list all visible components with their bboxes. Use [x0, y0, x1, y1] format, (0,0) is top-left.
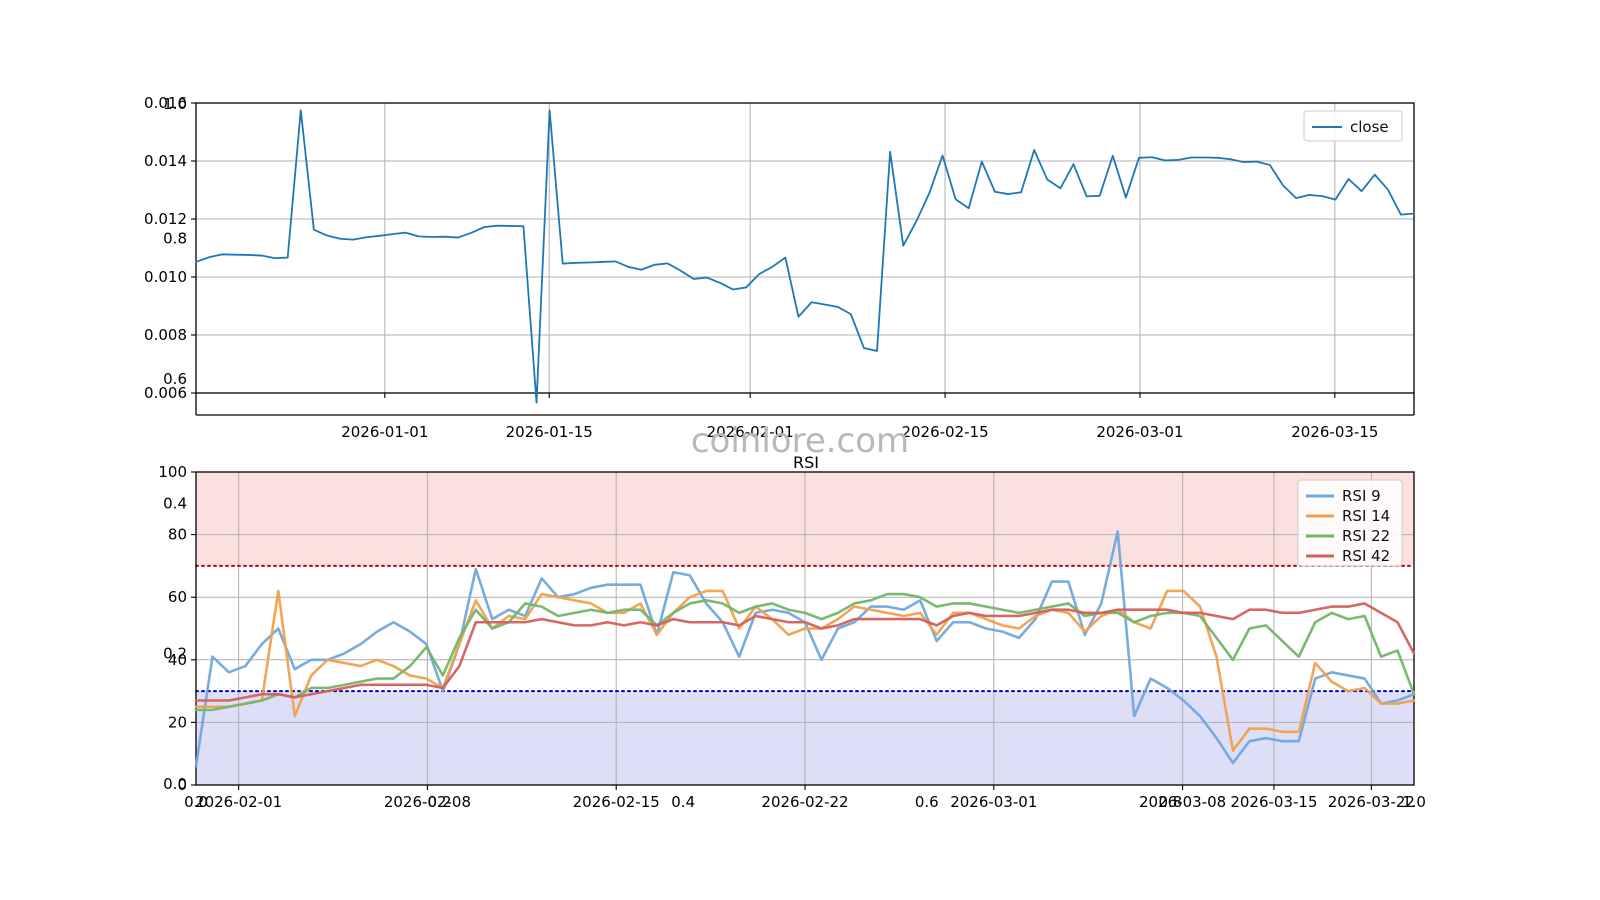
watermark-coinlore: coinlore.com: [691, 421, 909, 461]
rsi-secondary-ytick-label: 0.0: [163, 775, 187, 793]
rsi-xtick-label: 2026-03-08: [1139, 793, 1226, 811]
rsi-ytick-label: 60: [168, 588, 187, 606]
price-xtick-label: 2026-02-01: [707, 423, 794, 441]
rsi-xtick-label: 2026-02-15: [573, 793, 660, 811]
rsi-secondary-xtick-label: 0.0: [184, 793, 208, 811]
rsi-xtick-label: 2026-02-22: [761, 793, 848, 811]
rsi-ytick-label: 40: [168, 651, 187, 669]
price-ytick-label: 0.016: [144, 94, 187, 112]
price-legend-box: [1303, 110, 1403, 142]
rsi-legend-label[interactable]: RSI 14: [1342, 507, 1390, 525]
rsi-ytick-label: 0: [177, 776, 187, 794]
price-ytick-label: 0.012: [144, 210, 187, 228]
rsi-xtick-label: 2026-03-01: [950, 793, 1037, 811]
rsi-ytick-label: 80: [168, 526, 187, 544]
rsi-legend-label[interactable]: RSI 22: [1342, 527, 1390, 545]
rsi-secondary-xtick-label: 1.0: [1402, 793, 1426, 811]
rsi-legend-label[interactable]: RSI 9: [1342, 487, 1381, 505]
price-secondary-ytick-label: 0.6: [163, 370, 187, 388]
price-ytick-label: 0.010: [144, 268, 187, 286]
rsi-series-rsi-14: [194, 589, 1416, 752]
price-plot-frame: [195, 102, 1415, 394]
rsi-series-rsi-42: [194, 602, 1416, 702]
price-secondary-ytick-label: 0.8: [163, 230, 187, 248]
price-xtick-label: 2026-02-15: [901, 423, 988, 441]
price-legend-label[interactable]: close: [1350, 118, 1389, 136]
rsi-chart-axes: 0 20 40 60 80 100 0.0 0.2 0.4 2026-02-01 2026-02-0…: [158, 453, 1426, 811]
price-xtick-label: 2026-03-15: [1291, 423, 1378, 441]
price-secondary-ytick-label: 1.0: [163, 95, 187, 113]
rsi-secondary-xtick-label: 0.2: [428, 793, 452, 811]
rsi-secondary-xtick-label: 0.6: [915, 793, 939, 811]
price-xtick-label: 2026-01-01: [341, 423, 428, 441]
rsi-secondary-xtick-label: 0.8: [1158, 793, 1182, 811]
rsi-secondary-ytick-label: 0.4: [163, 494, 187, 512]
rsi-secondary-ytick-label: 0.2: [163, 645, 187, 663]
price-xtick-label: 2026-01-15: [506, 423, 593, 441]
price-ytick-label: 0.014: [144, 152, 187, 170]
rsi-ytick-label: 20: [168, 713, 187, 731]
price-ytick-label: 0.006: [144, 384, 187, 402]
price-xtick-label: 2026-03-01: [1096, 423, 1183, 441]
rsi-series-rsi-22: [194, 592, 1416, 712]
rsi-xtick-label: 2026-02-01: [195, 793, 282, 811]
price-series-close: [195, 109, 1415, 404]
rsi-legend-box: [1297, 479, 1403, 567]
rsi-chart-title: RSI: [793, 453, 819, 472]
price-ytick-label: 0.008: [144, 326, 187, 344]
rsi-xtick-label: 2026-02-08: [384, 793, 471, 811]
rsi-ytick-label: 100: [158, 463, 187, 481]
price-chart-axes: 0.006 0.008 0.010 0.012 0.014 0.016 0.6 0.8 1.0 2…: [144, 94, 1415, 441]
rsi-xtick-label: 2026-03-15: [1230, 793, 1317, 811]
rsi-legend-label[interactable]: RSI 42: [1342, 547, 1390, 565]
rsi-xtick-label: 2026-03-22: [1328, 793, 1415, 811]
rsi-secondary-xtick-label: 0.4: [671, 793, 695, 811]
